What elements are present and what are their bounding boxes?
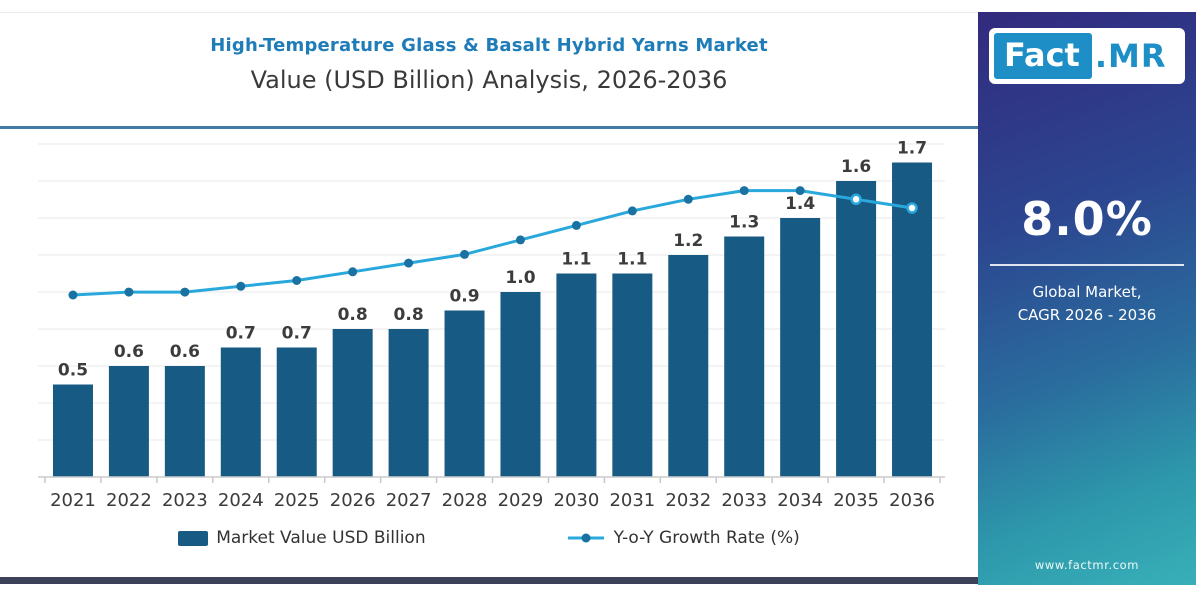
legend-item-market-value: Market Value USD Billion: [178, 528, 426, 548]
website-url: www.factmr.com: [1034, 558, 1140, 572]
logo-mr-text: .MR: [1094, 37, 1167, 75]
cagr-label: Global Market, CAGR 2026 - 2036: [978, 281, 1196, 328]
logo-fact-text: Fact: [994, 33, 1092, 79]
chart-panel: High-Temperature Glass & Basalt Hybrid Y…: [0, 12, 978, 577]
legend-item-yoy-growth: Y-o-Y Growth Rate (%): [566, 528, 800, 548]
title-divider: [0, 126, 978, 129]
cagr-label-line1: Global Market,: [1032, 283, 1142, 301]
chart-legend: Market Value USD Billion Y-o-Y Growth Ra…: [0, 528, 978, 548]
sidebar: Fact .MR 8.0% Global Market, CAGR 2026 -…: [978, 12, 1196, 585]
factmr-logo: Fact .MR: [989, 28, 1185, 84]
bottom-accent-bar: [0, 577, 978, 584]
line-series-swatch-icon: [567, 533, 604, 543]
legend-label-yoy-growth: Y-o-Y Growth Rate (%): [613, 528, 800, 548]
chart-title: High-Temperature Glass & Basalt Hybrid Y…: [210, 35, 768, 56]
sidebar-divider: [990, 264, 1184, 266]
legend-label-market-value: Market Value USD Billion: [216, 528, 426, 548]
chart-subtitle: Value (USD Billion) Analysis, 2026-2036: [250, 66, 728, 94]
cagr-value: 8.0%: [1021, 192, 1153, 246]
cagr-label-line2: CAGR 2026 - 2036: [1017, 306, 1157, 325]
bar-series-swatch-icon: [178, 530, 209, 546]
